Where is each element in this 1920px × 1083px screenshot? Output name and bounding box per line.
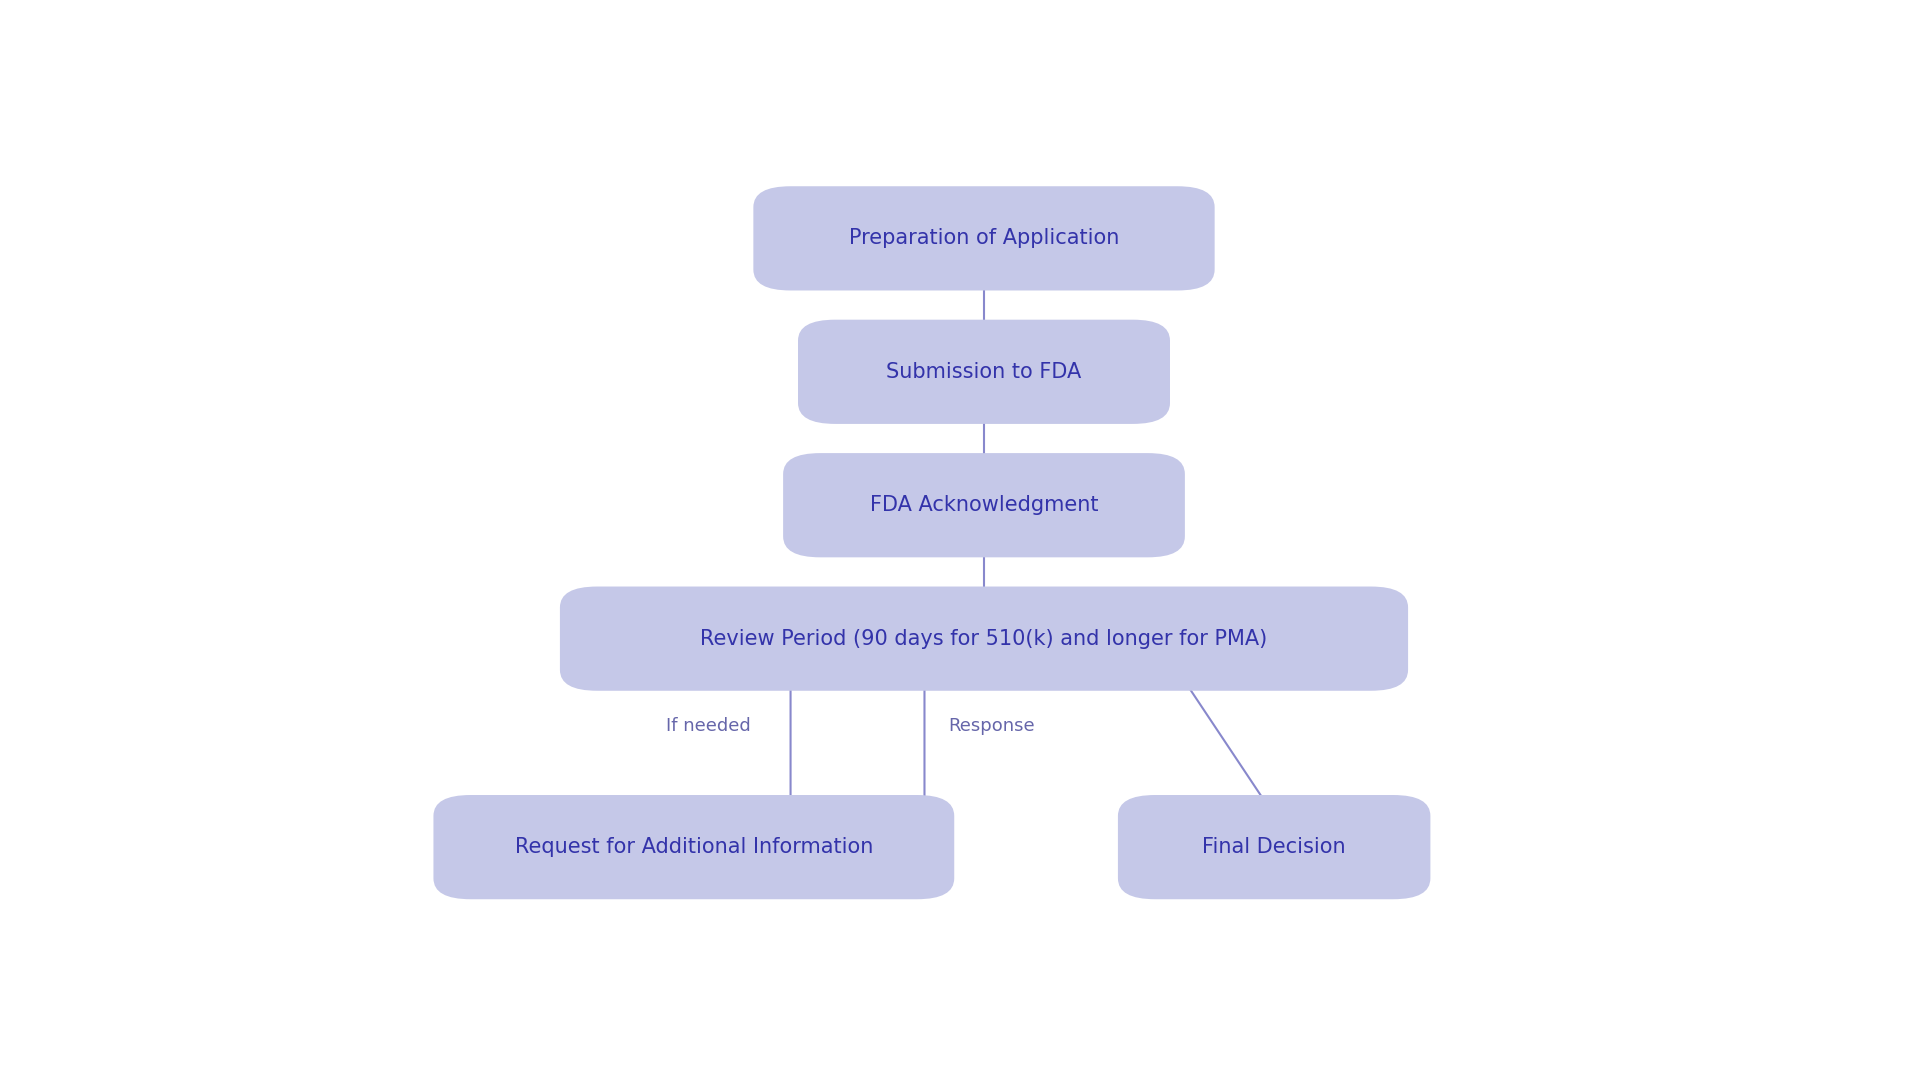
Text: Request for Additional Information: Request for Additional Information <box>515 837 874 857</box>
Text: FDA Acknowledgment: FDA Acknowledgment <box>870 495 1098 516</box>
Text: Preparation of Application: Preparation of Application <box>849 229 1119 248</box>
Text: If needed: If needed <box>666 717 751 735</box>
Text: Submission to FDA: Submission to FDA <box>887 362 1081 382</box>
Text: Response: Response <box>948 717 1035 735</box>
FancyBboxPatch shape <box>753 186 1215 290</box>
FancyBboxPatch shape <box>799 319 1169 423</box>
FancyBboxPatch shape <box>783 453 1185 558</box>
FancyBboxPatch shape <box>561 587 1407 691</box>
FancyBboxPatch shape <box>434 795 954 899</box>
FancyBboxPatch shape <box>1117 795 1430 899</box>
Text: Final Decision: Final Decision <box>1202 837 1346 857</box>
Text: Review Period (90 days for 510(k) and longer for PMA): Review Period (90 days for 510(k) and lo… <box>701 628 1267 649</box>
